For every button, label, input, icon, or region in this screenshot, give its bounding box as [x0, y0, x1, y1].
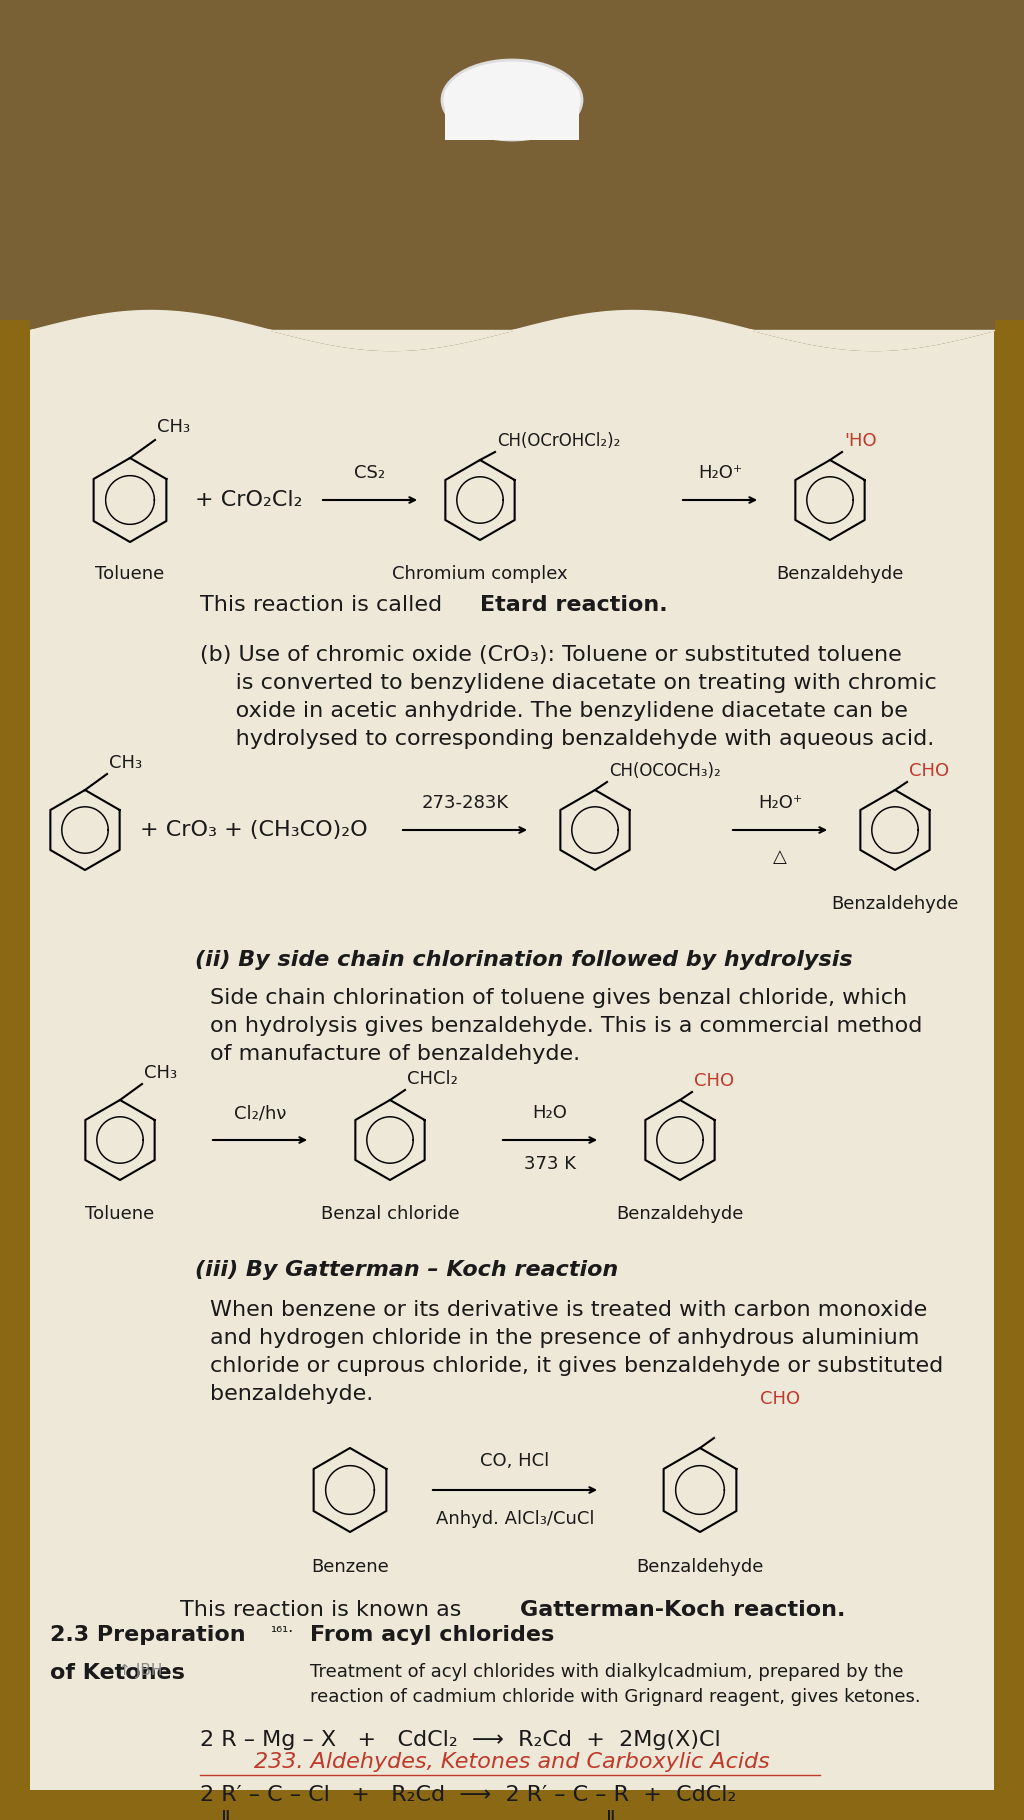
Ellipse shape — [442, 60, 582, 140]
Text: (ii) By side chain chlorination followed by hydrolysis: (ii) By side chain chlorination followed… — [195, 950, 853, 970]
Text: Benzene: Benzene — [311, 1558, 389, 1576]
Text: 2 R′ – C – Cl   +   R₂Cd  ⟶  2 R′ – C – R  +  CdCl₂: 2 R′ – C – Cl + R₂Cd ⟶ 2 R′ – C – R + Cd… — [200, 1785, 736, 1805]
Text: △: △ — [773, 848, 786, 866]
Text: (b) Use of chromic oxide (CrO₃): Toluene or substituted toluene
     is converte: (b) Use of chromic oxide (CrO₃): Toluene… — [200, 644, 937, 750]
Text: CHO: CHO — [760, 1390, 800, 1409]
Text: CO, HCl: CO, HCl — [480, 1452, 550, 1471]
Text: + CrO₂Cl₂: + CrO₂Cl₂ — [195, 490, 302, 510]
Text: Side chain chlorination of toluene gives benzal chloride, which
on hydrolysis gi: Side chain chlorination of toluene gives… — [210, 988, 923, 1065]
Text: (iii) By Gatterman – Koch reaction: (iii) By Gatterman – Koch reaction — [195, 1259, 618, 1279]
Text: ‖: ‖ — [220, 1811, 231, 1820]
Text: This reaction is called: This reaction is called — [200, 595, 450, 615]
Text: H₂O⁺: H₂O⁺ — [758, 794, 802, 812]
Text: Benzal chloride: Benzal chloride — [321, 1205, 460, 1223]
Bar — [0, 0, 1024, 320]
Text: Toluene: Toluene — [95, 564, 165, 582]
Text: CH(OCOCH₃)₂: CH(OCOCH₃)₂ — [609, 763, 721, 781]
Text: of Ketones: of Ketones — [50, 1663, 185, 1684]
Text: This reaction is known as: This reaction is known as — [180, 1600, 469, 1620]
Text: 2.3 Preparation: 2.3 Preparation — [50, 1625, 246, 1645]
Text: CH₃: CH₃ — [144, 1065, 177, 1083]
Text: 2 R – Mg – X   +   CdCl₂  ⟶  R₂Cd  +  2Mg(X)Cl: 2 R – Mg – X + CdCl₂ ⟶ R₂Cd + 2Mg(X)Cl — [200, 1731, 721, 1751]
Text: CHCl₂: CHCl₂ — [407, 1070, 458, 1088]
Text: Benzaldehyde: Benzaldehyde — [616, 1205, 743, 1223]
Text: 373 K: 373 K — [524, 1156, 575, 1174]
Text: Chromium complex: Chromium complex — [392, 564, 568, 582]
Bar — [30, 329, 994, 1791]
Text: + CrO₃ + (CH₃CO)₂O: + CrO₃ + (CH₃CO)₂O — [140, 821, 368, 841]
Text: CS₂: CS₂ — [354, 464, 386, 482]
Text: 233. Aldehydes, Ketones and Carboxylic Acids: 233. Aldehydes, Ketones and Carboxylic A… — [254, 1753, 770, 1773]
Text: H₂O: H₂O — [532, 1105, 567, 1121]
Text: CHO: CHO — [694, 1072, 734, 1090]
Text: H₂O⁺: H₂O⁺ — [698, 464, 742, 482]
Text: CHO: CHO — [909, 763, 949, 781]
Text: Benzaldehyde: Benzaldehyde — [636, 1558, 764, 1576]
Text: Benzaldehyde: Benzaldehyde — [776, 564, 904, 582]
Text: From acyl chlorides: From acyl chlorides — [310, 1625, 554, 1645]
Text: Anhyd. AlCl₃/CuCl: Anhyd. AlCl₃/CuCl — [436, 1511, 594, 1529]
Text: Gatterman-Koch reaction.: Gatterman-Koch reaction. — [520, 1600, 846, 1620]
Text: 'HO: 'HO — [844, 431, 877, 450]
Text: Benzaldehyde: Benzaldehyde — [831, 895, 958, 914]
Text: ¹⁶¹·: ¹⁶¹· — [270, 1625, 293, 1640]
Text: Treatment of acyl chlorides with dialkylcadmium, prepared by the
reaction of cad: Treatment of acyl chlorides with dialkyl… — [310, 1663, 921, 1705]
Text: Cl₂/hν: Cl₂/hν — [233, 1105, 286, 1121]
Text: ↑ JBH: ↑ JBH — [50, 1663, 163, 1678]
Text: When benzene or its derivative is treated with carbon monoxide
and hydrogen chlo: When benzene or its derivative is treate… — [210, 1299, 943, 1403]
Text: 273-283K: 273-283K — [422, 794, 509, 812]
Text: CH(OCrOHCl₂)₂: CH(OCrOHCl₂)₂ — [497, 431, 621, 450]
Text: CH₃: CH₃ — [109, 753, 142, 772]
Bar — [445, 89, 579, 140]
Text: Toluene: Toluene — [85, 1205, 155, 1223]
Text: CH₃: CH₃ — [157, 419, 190, 437]
Text: ‖: ‖ — [605, 1811, 616, 1820]
Text: Etard reaction.: Etard reaction. — [480, 595, 668, 615]
